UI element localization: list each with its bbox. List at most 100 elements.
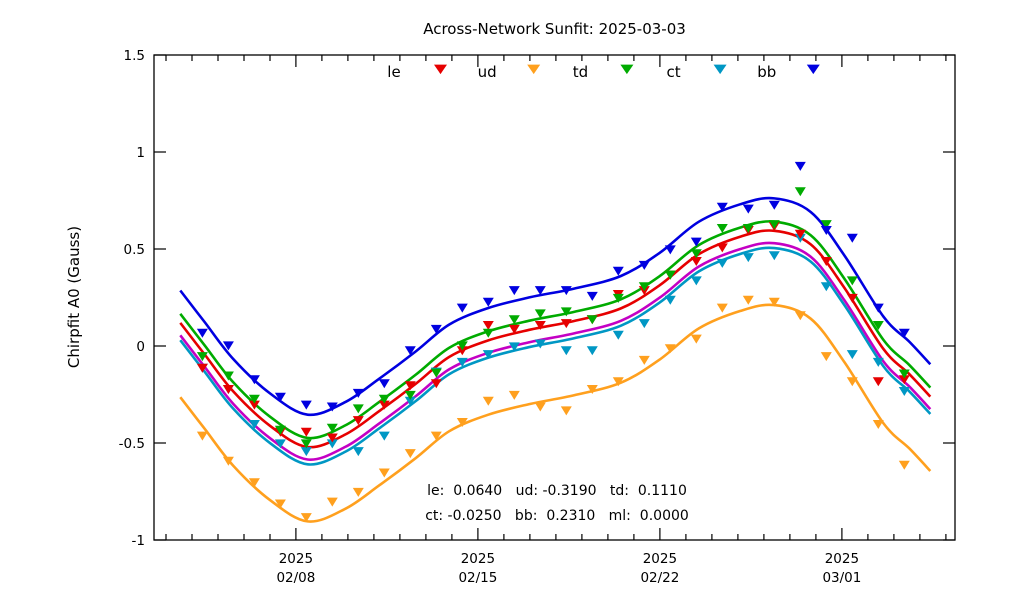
bb-point-marker	[898, 328, 910, 338]
ud-point-marker	[586, 385, 598, 394]
ud-point-marker	[378, 468, 390, 478]
series-ud-curve	[179, 303, 932, 523]
td-point-marker	[352, 404, 364, 414]
td-point-marker	[794, 187, 806, 197]
bb-point-marker	[508, 286, 520, 296]
ud-point-marker	[690, 334, 702, 344]
legend-ct-triangle-icon	[713, 64, 727, 75]
le-point-marker	[482, 321, 494, 330]
le-point-marker	[248, 400, 260, 410]
legend-item-le: le	[387, 63, 447, 81]
ct-point-marker	[274, 439, 286, 449]
legend-item-bb: bb	[757, 63, 820, 81]
ct-point-marker	[898, 387, 910, 396]
y-tick-label: 1.5	[124, 48, 145, 64]
le-point-marker	[560, 319, 572, 329]
ud-point-marker	[846, 377, 858, 387]
le-point-marker	[196, 363, 208, 373]
ud-point-marker	[898, 460, 910, 470]
ct-point-marker	[560, 346, 572, 356]
ud-point-marker	[820, 352, 832, 362]
td-point-marker	[404, 390, 416, 400]
bb-point-marker	[534, 286, 546, 296]
y-axis-tick-labels: 1.5 1 0.5 0 -0.5 -1	[119, 48, 145, 549]
x-tick-year: 2025	[279, 551, 313, 567]
legend-label-ud: ud	[478, 63, 497, 81]
legend-item-ud: ud	[478, 63, 541, 81]
td-point-marker	[326, 423, 338, 433]
ct-point-marker	[716, 258, 728, 268]
ct-point-marker	[872, 357, 884, 367]
bb-point-marker	[352, 388, 364, 398]
ud-point-marker	[612, 377, 624, 387]
ct-point-marker	[352, 447, 364, 457]
td-point-marker	[300, 439, 312, 449]
ct-point-marker	[482, 350, 494, 360]
y-tick-label: 1	[136, 145, 145, 161]
ud-point-marker	[560, 406, 572, 416]
td-point-marker	[716, 224, 728, 233]
ud-point-marker	[300, 513, 312, 523]
y-tick-label: 0.5	[124, 242, 145, 258]
le-point-marker	[456, 346, 468, 356]
td-point-marker	[456, 341, 468, 351]
bb-point-marker	[430, 324, 442, 334]
bb-point-marker	[456, 303, 468, 313]
le-point-marker	[300, 427, 312, 437]
td-point-marker	[560, 307, 572, 317]
bb-point-marker	[560, 286, 572, 296]
td-point-marker	[378, 394, 390, 404]
ud-point-marker	[664, 344, 676, 354]
le-point-marker	[378, 400, 390, 410]
fit-curves	[179, 196, 932, 523]
plot-border	[153, 54, 956, 541]
td-point-marker	[274, 425, 286, 435]
bb-point-marker	[794, 161, 806, 171]
legend-label-bb: bb	[757, 63, 776, 81]
ct-point-marker	[378, 431, 390, 441]
le-point-marker	[222, 385, 234, 394]
legend-label-td: td	[573, 63, 588, 81]
ud-point-marker	[716, 303, 728, 313]
bb-point-marker	[612, 266, 624, 276]
bb-point-marker	[716, 202, 728, 212]
td-point-marker	[872, 321, 884, 330]
ud-point-marker	[768, 297, 780, 307]
td-point-marker	[820, 220, 832, 230]
le-point-marker	[508, 324, 520, 334]
legend-le-triangle-icon	[434, 64, 447, 75]
y-tick-label: -0.5	[119, 436, 145, 452]
td-point-marker	[508, 315, 520, 325]
bb-point-marker	[846, 233, 858, 243]
td-point-marker	[248, 394, 260, 404]
ct-point-marker	[768, 251, 780, 261]
bb-point-marker	[690, 237, 702, 247]
y-axis-ticks	[154, 54, 955, 541]
ct-point-marker	[456, 357, 468, 367]
series-ct-curve	[179, 246, 932, 466]
bb-point-marker	[222, 341, 234, 351]
ud-point-marker	[326, 497, 338, 507]
td-point-marker	[690, 249, 702, 259]
y-tick-label: -1	[132, 533, 145, 549]
x-tick-year: 2025	[461, 551, 495, 567]
td-point-marker	[196, 352, 208, 362]
x-tick-year: 2025	[825, 551, 859, 567]
legend-item-td: td	[573, 63, 634, 81]
td-point-marker	[534, 309, 546, 319]
ud-point-marker	[742, 295, 754, 305]
bb-point-marker	[378, 379, 390, 389]
le-point-marker	[872, 377, 884, 387]
fit-coefficients-line-1: le: 0.0640 ud: -0.3190 td: 0.1110	[427, 483, 687, 499]
ud-point-marker	[872, 420, 884, 429]
le-point-marker	[430, 379, 442, 389]
ct-point-marker	[404, 396, 416, 406]
ud-point-marker	[274, 499, 286, 509]
x-tick-date: 02/15	[458, 570, 497, 586]
td-point-marker	[586, 315, 598, 325]
le-point-marker	[716, 243, 728, 253]
legend-ud-triangle-icon	[527, 64, 541, 75]
ud-point-marker	[430, 431, 442, 441]
